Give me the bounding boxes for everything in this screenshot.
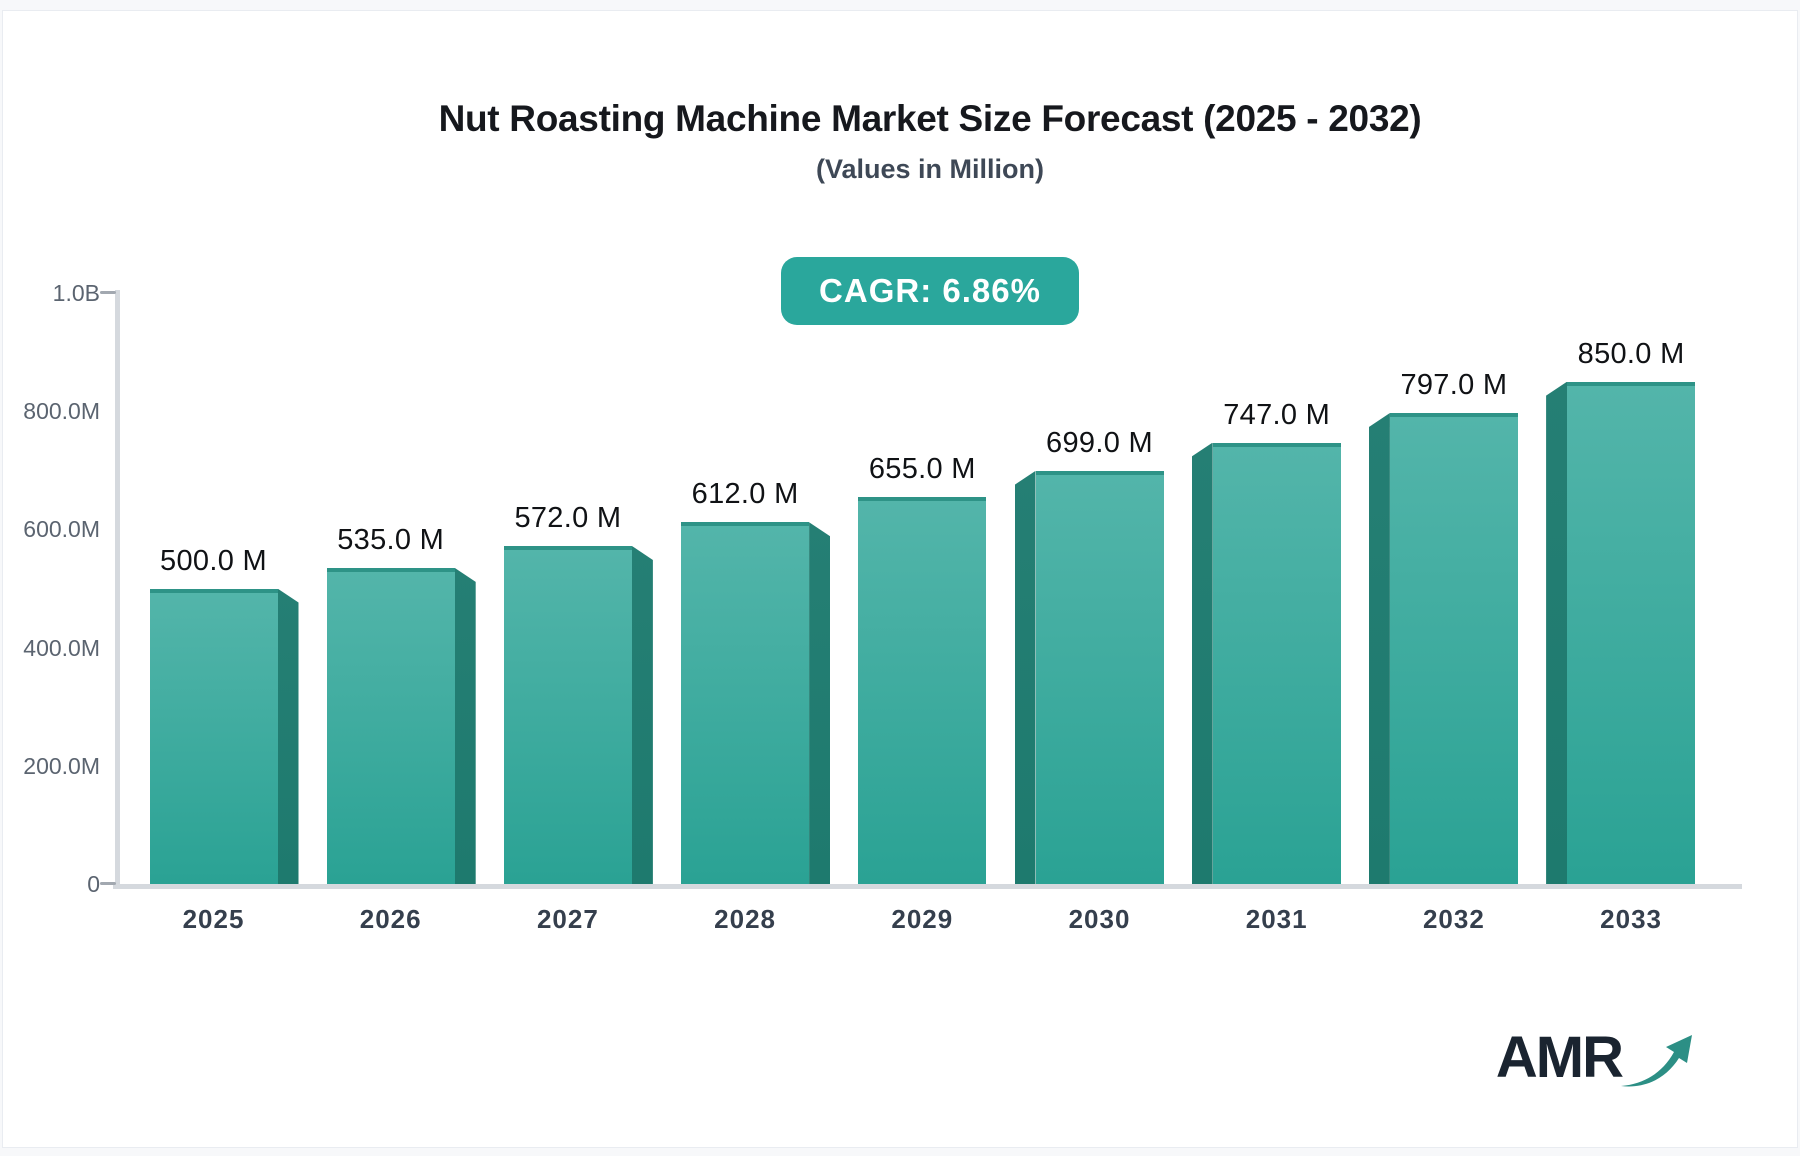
bar-side xyxy=(454,567,476,884)
bar-value-label: 797.0 M xyxy=(1400,368,1508,401)
bar-face[interactable] xyxy=(503,545,632,884)
bar-face[interactable] xyxy=(1389,412,1518,884)
x-axis-label: 2026 xyxy=(359,904,422,934)
chart-header: Nut Roasting Machine Market Size Forecas… xyxy=(118,98,1742,325)
bar-side xyxy=(809,522,831,884)
amr-logo-text: AMR xyxy=(1495,1025,1624,1090)
x-axis-line xyxy=(113,884,1742,889)
y-axis-tick-label: 200.0M xyxy=(23,752,100,779)
chart-subtitle: (Values in Million) xyxy=(815,154,1045,184)
bar-face[interactable] xyxy=(1212,442,1341,884)
bar-value-label: 572.0 M xyxy=(514,501,622,534)
bar-side xyxy=(1546,381,1568,884)
bar-side xyxy=(631,545,653,884)
x-axis-label: 2033 xyxy=(1600,904,1663,934)
x-axis-label: 2025 xyxy=(182,904,245,934)
chart-title: Nut Roasting Machine Market Size Forecas… xyxy=(438,98,1422,139)
y-axis-tick-label: 600.0M xyxy=(23,516,100,543)
x-axis-label: 2027 xyxy=(536,904,599,934)
growth-arrow-icon xyxy=(1621,1035,1692,1087)
amr-logo: AMR xyxy=(1495,1025,1700,1092)
bar-value-label: 655.0 M xyxy=(868,452,976,485)
x-axis-label: 2032 xyxy=(1422,904,1485,934)
bar-side xyxy=(1014,470,1036,884)
y-axis-tick-label: 0 xyxy=(87,871,100,897)
bar-side xyxy=(1368,412,1390,884)
bar-value-label: 699.0 M xyxy=(1046,426,1153,459)
y-axis-tick-label: 1.0B xyxy=(52,280,100,306)
bar-face[interactable] xyxy=(1035,470,1164,884)
bar-side xyxy=(277,588,299,884)
bar-face[interactable] xyxy=(149,588,278,884)
bar-value-label: 747.0 M xyxy=(1223,398,1331,431)
x-axis-label: 2031 xyxy=(1245,904,1308,934)
x-axis-label: 2028 xyxy=(714,904,777,934)
bar-face[interactable] xyxy=(1567,381,1696,884)
bar-side xyxy=(1191,442,1213,884)
bar-value-label: 535.0 M xyxy=(337,523,445,556)
y-axis-tick-dash xyxy=(100,291,116,294)
x-axis-label: 2030 xyxy=(1068,904,1131,934)
bar-value-label: 612.0 M xyxy=(691,478,799,511)
y-axis-line xyxy=(115,290,120,889)
y-axis-tick-label: 800.0M xyxy=(23,398,100,425)
bar-value-label: 500.0 M xyxy=(160,544,267,577)
bar-face[interactable] xyxy=(326,567,455,884)
bar-value-label: 850.0 M xyxy=(1577,337,1685,370)
bar-face[interactable] xyxy=(681,522,810,884)
bar-face[interactable] xyxy=(858,496,987,884)
cagr-badge: CAGR: 6.86% xyxy=(781,257,1079,325)
y-axis-tick-label: 400.0M xyxy=(23,634,100,661)
y-axis-tick-dash xyxy=(100,882,116,885)
x-axis-label: 2029 xyxy=(891,904,954,934)
